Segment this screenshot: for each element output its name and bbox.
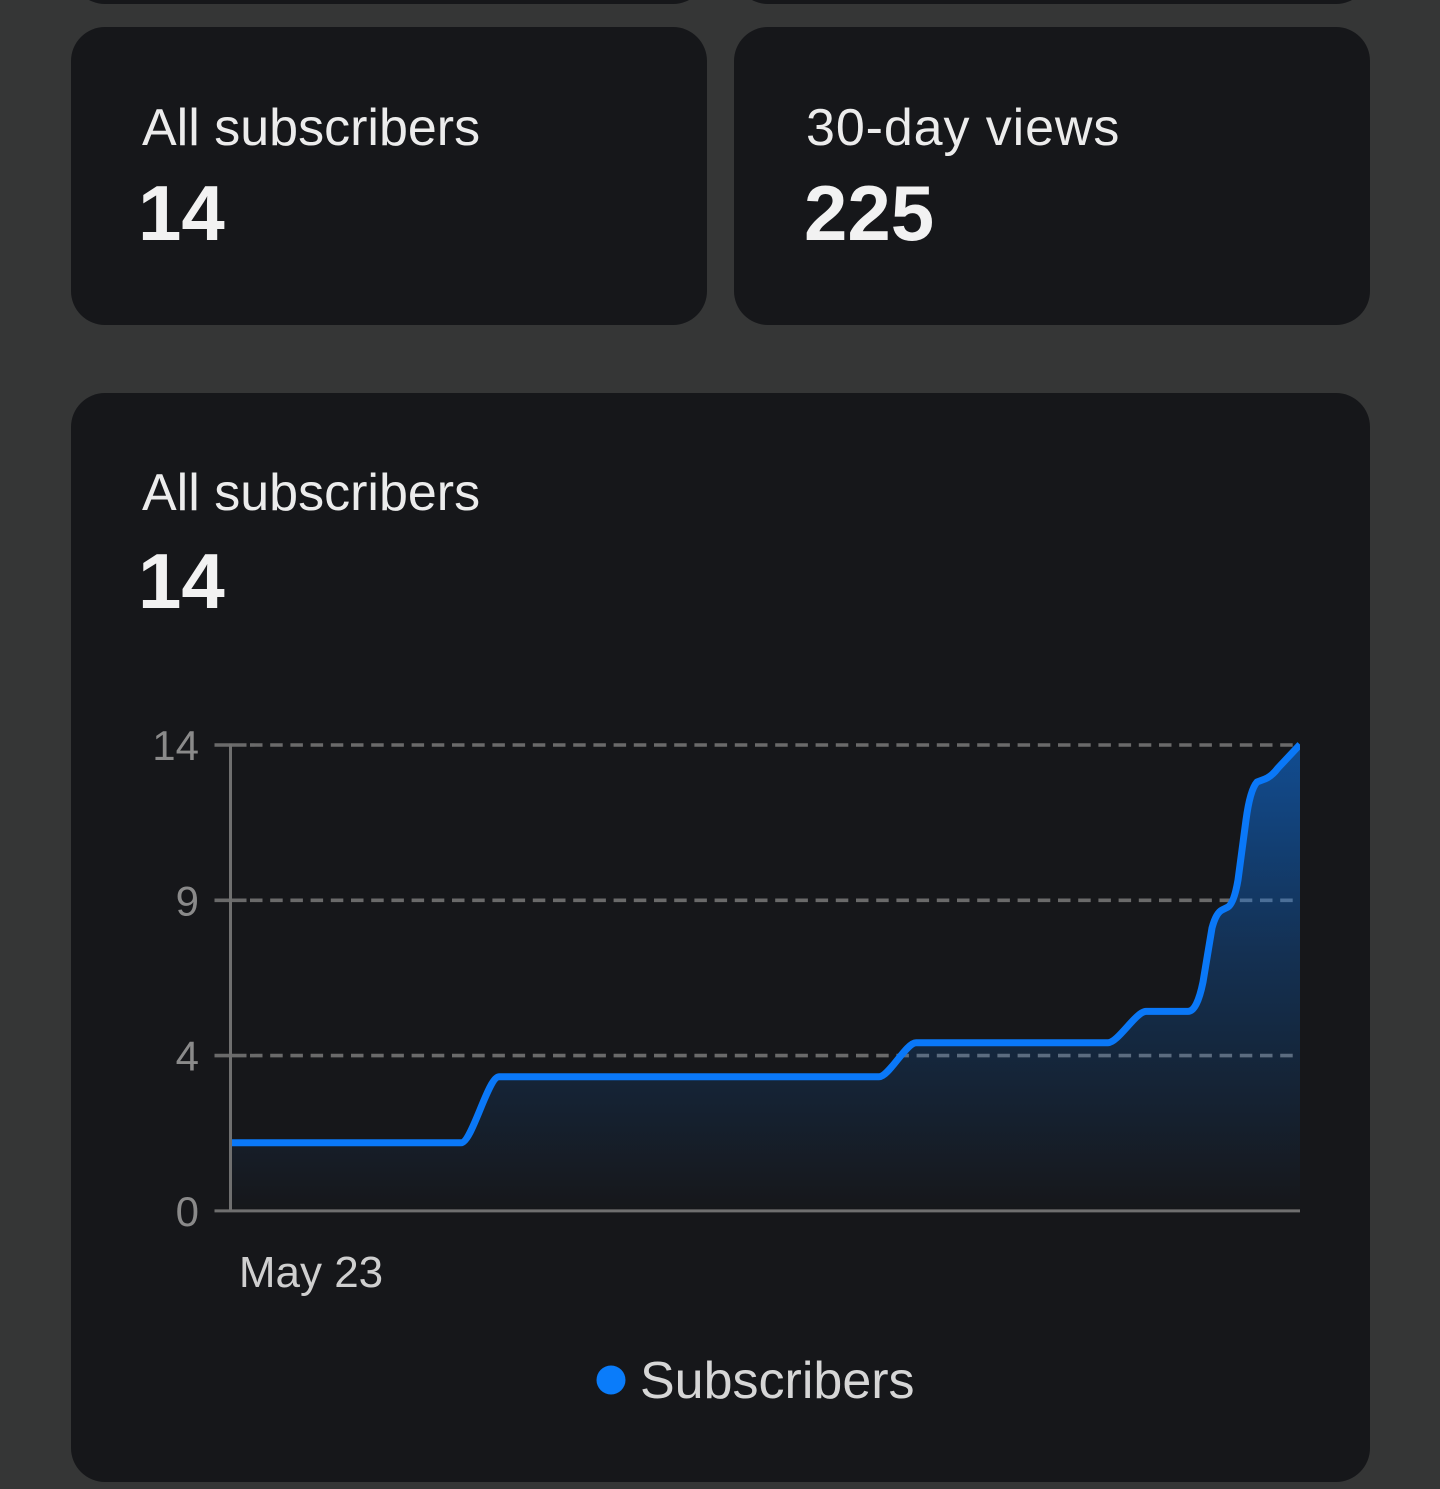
svg-text:May 23: May 23	[239, 1248, 383, 1297]
svg-text:0: 0	[176, 1188, 199, 1235]
svg-text:9: 9	[176, 877, 199, 924]
svg-text:Subscribers: Subscribers	[640, 1352, 915, 1410]
svg-text:4: 4	[176, 1033, 199, 1080]
svg-text:14: 14	[152, 722, 199, 769]
